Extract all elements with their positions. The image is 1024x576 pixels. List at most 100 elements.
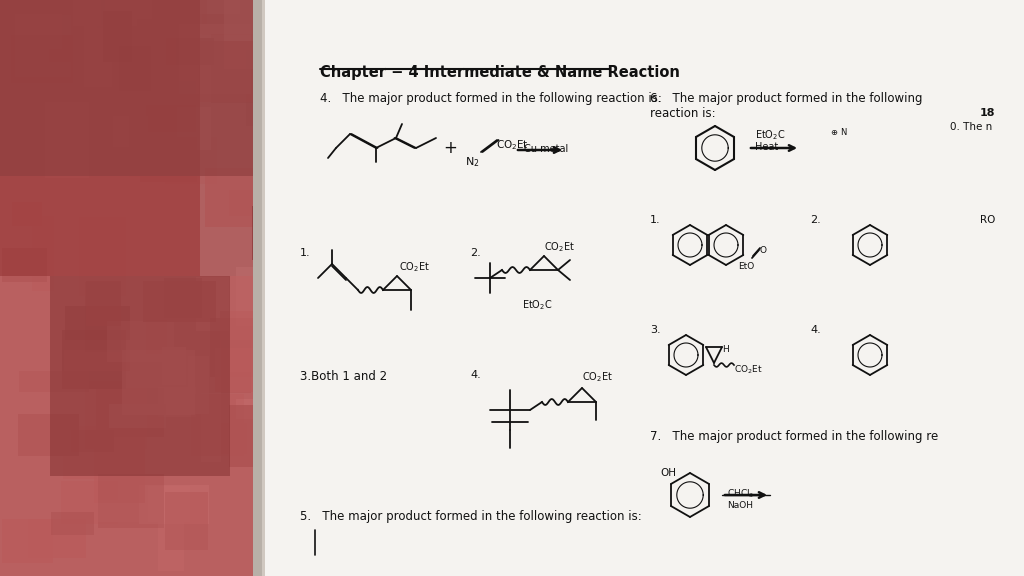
Bar (60, 481, 118, 524)
Text: CO$_2$Et: CO$_2$Et (399, 260, 430, 274)
Text: $\mathrm{N_2}$: $\mathrm{N_2}$ (465, 155, 479, 169)
Bar (18, 371, 89, 392)
Bar (224, 0, 259, 69)
Bar (96, 388, 164, 437)
Bar (28, 519, 86, 558)
Bar (80, 217, 126, 296)
Bar (105, 0, 176, 65)
Bar (158, 387, 196, 417)
Bar (165, 492, 208, 550)
Bar (48, 0, 101, 62)
Bar (122, 350, 196, 415)
Text: NaOH: NaOH (727, 501, 753, 510)
Bar (255, 58, 327, 93)
Bar (236, 267, 276, 326)
Text: $\oplus$: $\oplus$ (830, 128, 839, 137)
Bar (165, 137, 217, 184)
Bar (221, 340, 252, 393)
Text: EtO$_2$C: EtO$_2$C (755, 128, 785, 142)
Bar (112, 0, 189, 19)
Bar (191, 394, 244, 456)
Bar (63, 426, 96, 479)
Bar (164, 278, 202, 318)
Bar (72, 430, 114, 452)
Bar (0, 0, 200, 276)
Text: 1.: 1. (650, 215, 660, 225)
Bar (2, 248, 47, 282)
Bar (179, 24, 251, 94)
Bar (0, 276, 260, 576)
Bar (84, 25, 112, 87)
Bar (18, 414, 79, 456)
Bar (65, 306, 130, 340)
Text: reaction is:: reaction is: (650, 107, 716, 120)
Bar (140, 105, 198, 182)
Bar (220, 311, 298, 372)
Text: 4.   The major product formed in the following reaction is:: 4. The major product formed in the follo… (319, 92, 662, 105)
Bar (177, 107, 211, 150)
Bar (147, 486, 189, 522)
Bar (15, 14, 61, 49)
Bar (206, 168, 281, 227)
Text: Cu metal: Cu metal (524, 144, 568, 154)
Text: 18: 18 (980, 108, 995, 118)
Bar (10, 35, 73, 84)
Bar (216, 423, 248, 454)
Bar (108, 321, 174, 362)
Bar (110, 404, 166, 429)
Bar (65, 350, 130, 371)
Text: 5.   The major product formed in the following reaction is:: 5. The major product formed in the follo… (300, 510, 642, 523)
Text: 4.: 4. (470, 370, 480, 380)
Text: CO$_2$Et: CO$_2$Et (544, 240, 575, 254)
Bar (61, 329, 127, 389)
Text: N: N (840, 128, 847, 137)
Text: 4.: 4. (810, 325, 821, 335)
Bar (73, 0, 137, 26)
Bar (85, 381, 147, 449)
Bar (166, 38, 214, 65)
Bar (50, 512, 94, 535)
Text: OH: OH (660, 468, 676, 478)
Bar (229, 406, 266, 467)
Bar (210, 317, 258, 377)
Bar (86, 282, 121, 326)
Bar (246, 50, 272, 126)
Text: RO: RO (980, 215, 995, 225)
Bar (2, 519, 53, 563)
Text: O: O (760, 246, 767, 255)
Bar (162, 347, 186, 385)
Text: Heat: Heat (755, 142, 778, 152)
Bar (158, 511, 183, 571)
Text: 3.: 3. (650, 325, 660, 335)
Bar (259, 378, 338, 422)
Bar (139, 485, 210, 524)
Text: 1.: 1. (300, 248, 310, 258)
Bar (252, 206, 297, 260)
Text: CO$_2$Et: CO$_2$Et (734, 363, 763, 376)
Bar (143, 281, 216, 321)
Text: CO$_2$Et: CO$_2$Et (496, 138, 529, 152)
Bar (93, 437, 145, 503)
Bar (255, 199, 291, 278)
Text: 0. The n: 0. The n (950, 122, 992, 132)
Bar (12, 202, 42, 226)
Bar (0, 0, 260, 176)
Bar (45, 102, 88, 178)
Bar (262, 0, 1024, 576)
Bar (129, 101, 170, 177)
Bar (98, 475, 165, 528)
Bar (119, 46, 151, 91)
Bar (50, 276, 230, 476)
Text: +: + (443, 139, 457, 157)
Bar (146, 81, 196, 132)
Bar (188, 0, 240, 14)
Text: Chapter − 4 Intermediate & Name Reaction: Chapter − 4 Intermediate & Name Reaction (319, 65, 680, 80)
Bar (200, 41, 264, 102)
Bar (201, 393, 221, 461)
Text: CO$_2$Et: CO$_2$Et (582, 370, 613, 384)
Bar (253, 0, 265, 576)
Bar (253, 0, 288, 22)
Bar (113, 116, 147, 147)
Bar (187, 355, 209, 414)
Text: EtO: EtO (738, 262, 755, 271)
